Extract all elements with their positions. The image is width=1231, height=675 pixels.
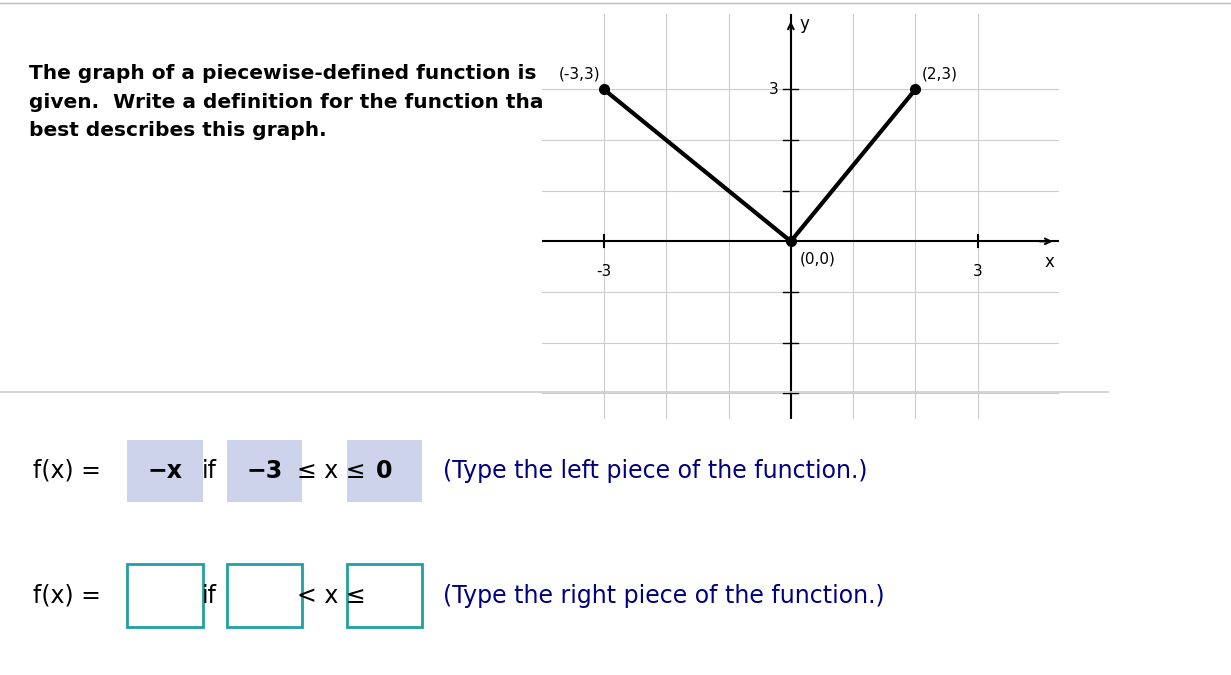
Text: x: x (1044, 252, 1054, 271)
Text: (Type the left piece of the function.): (Type the left piece of the function.) (443, 459, 868, 483)
FancyBboxPatch shape (347, 564, 422, 627)
Text: The graph of a piecewise-defined function is
given.  Write a definition for the : The graph of a piecewise-defined functio… (28, 64, 553, 140)
Text: 3: 3 (972, 264, 982, 279)
Text: -3: -3 (596, 264, 612, 279)
Text: (Type the right piece of the function.): (Type the right piece of the function.) (443, 584, 885, 608)
Text: f(x) =: f(x) = (33, 459, 101, 483)
Text: if: if (202, 584, 217, 608)
Text: < x ≤: < x ≤ (297, 584, 366, 608)
FancyBboxPatch shape (227, 439, 303, 502)
Text: −x: −x (148, 459, 182, 483)
FancyBboxPatch shape (128, 439, 203, 502)
Text: if: if (202, 459, 217, 483)
Text: 3: 3 (768, 82, 778, 97)
Text: 0: 0 (377, 459, 393, 483)
Text: ≤ x ≤: ≤ x ≤ (297, 459, 366, 483)
FancyBboxPatch shape (227, 564, 303, 627)
Text: f(x) =: f(x) = (33, 584, 101, 608)
Text: (0,0): (0,0) (800, 252, 836, 267)
FancyBboxPatch shape (128, 564, 203, 627)
Text: y: y (800, 15, 810, 32)
Text: (2,3): (2,3) (922, 67, 958, 82)
FancyBboxPatch shape (347, 439, 422, 502)
Text: −3: −3 (246, 459, 283, 483)
Text: (-3,3): (-3,3) (559, 67, 601, 82)
